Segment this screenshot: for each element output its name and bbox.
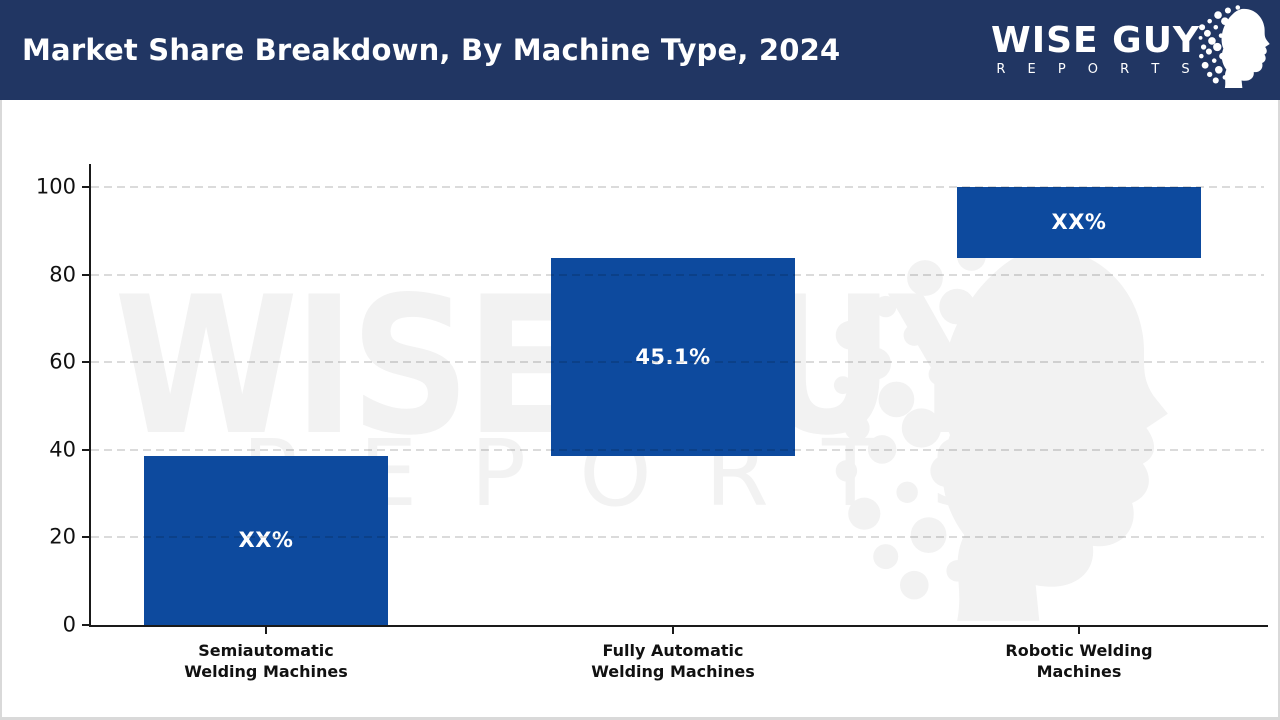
gridline (91, 361, 1264, 364)
bar-value-label: XX% (238, 528, 294, 553)
y-tick-label: 20 (49, 524, 76, 549)
x-axis-spine (89, 625, 1268, 627)
x-label-robotic-welding-machines: Robotic Welding Machines (1005, 641, 1153, 681)
wiseguy-logo: WISE GUY R E P O R T S (991, 4, 1272, 90)
gridline (91, 536, 1264, 539)
x-label-semiautomatic-welding-machines: Semiautomatic Welding Machines (184, 641, 348, 681)
bar-semiautomatic-welding-machines: XX% (144, 455, 388, 625)
header-bar: Market Share Breakdown, By Machine Type,… (0, 0, 1280, 100)
x-label-fully-automatic-welding-machines: Fully Automatic Welding Machines (591, 641, 755, 681)
plot-area: XX% 45.1% XX% (91, 186, 1264, 625)
gridline (91, 448, 1264, 451)
bar-robotic-welding-machines: XX% (957, 187, 1201, 258)
bar-value-label: 45.1% (635, 344, 711, 369)
logo-subtitle: R E P O R T S (996, 62, 1199, 77)
y-tick-label: 80 (49, 262, 76, 287)
y-axis-spine (89, 164, 91, 627)
x-tick (1078, 627, 1080, 634)
gridline (91, 273, 1264, 276)
y-tick-label: 0 (62, 612, 76, 637)
y-tick-label: 60 (49, 349, 76, 374)
y-tick-label: 40 (49, 437, 76, 462)
bar-fully-automatic-welding-machines: 45.1% (551, 257, 795, 456)
y-tick-label: 100 (35, 174, 76, 199)
logo-text: WISE GUY R E P O R T S (990, 20, 1200, 78)
y-axis-ticks (82, 186, 89, 626)
gridline (91, 186, 1264, 188)
x-tick (672, 627, 674, 634)
y-axis-labels: 0 20 40 60 80 100 (12, 176, 76, 635)
wiseguy-head-icon (1198, 5, 1270, 89)
bar-value-label: XX% (1051, 210, 1107, 235)
logo-name: WISE GUY (990, 20, 1200, 61)
page-title: Market Share Breakdown, By Machine Type,… (22, 33, 841, 67)
x-tick (265, 627, 267, 634)
